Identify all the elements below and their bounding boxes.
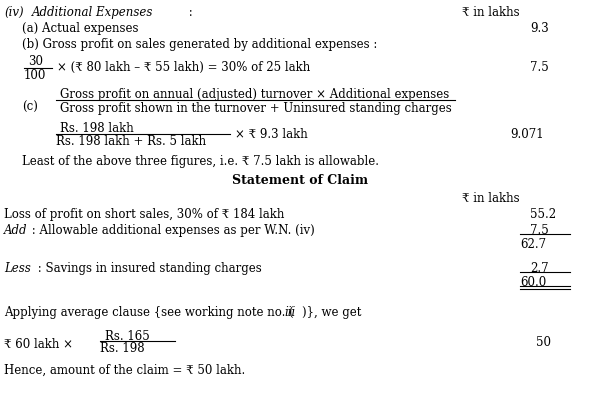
Text: Gross profit on annual (adjusted) turnover × Additional expenses: Gross profit on annual (adjusted) turnov… (60, 88, 450, 101)
Text: 100: 100 (24, 69, 46, 82)
Text: 55.2: 55.2 (530, 208, 556, 221)
Text: : Allowable additional expenses as per W.N. (iv): : Allowable additional expenses as per W… (28, 224, 315, 237)
Text: Hence, amount of the claim = ₹ 50 lakh.: Hence, amount of the claim = ₹ 50 lakh. (4, 364, 245, 377)
Text: (c): (c) (22, 101, 38, 114)
Text: 62.7: 62.7 (520, 238, 546, 251)
Text: 50: 50 (536, 336, 551, 349)
Text: iii: iii (284, 306, 295, 319)
Text: 2.7: 2.7 (530, 262, 549, 275)
Text: (a) Actual expenses: (a) Actual expenses (22, 22, 138, 35)
Text: × (₹ 80 lakh – ₹ 55 lakh) = 30% of 25 lakh: × (₹ 80 lakh – ₹ 55 lakh) = 30% of 25 la… (57, 61, 310, 74)
Text: ₹ 60 lakh ×: ₹ 60 lakh × (4, 338, 73, 351)
Text: 30: 30 (28, 55, 43, 68)
Text: Additional Expenses: Additional Expenses (32, 6, 153, 19)
Text: Loss of profit on short sales, 30% of ₹ 184 lakh: Loss of profit on short sales, 30% of ₹ … (4, 208, 284, 221)
Text: 9.071: 9.071 (510, 128, 544, 141)
Text: Rs. 198: Rs. 198 (100, 342, 145, 355)
Text: Statement of Claim: Statement of Claim (232, 174, 368, 187)
Text: ₹ in lakhs: ₹ in lakhs (462, 192, 520, 205)
Text: )}, we get: )}, we get (302, 306, 361, 319)
Text: Less: Less (4, 262, 31, 275)
Text: (b) Gross profit on sales generated by additional expenses :: (b) Gross profit on sales generated by a… (22, 38, 377, 51)
Text: 7.5: 7.5 (530, 224, 549, 237)
Text: ₹ in lakhs: ₹ in lakhs (462, 6, 520, 19)
Text: × ₹ 9.3 lakh: × ₹ 9.3 lakh (235, 128, 308, 141)
Text: : Savings in insured standing charges: : Savings in insured standing charges (34, 262, 262, 275)
Text: 9.3: 9.3 (530, 22, 549, 35)
Text: 7.5: 7.5 (530, 61, 549, 74)
Text: Least of the above three figures, i.e. ₹ 7.5 lakh is allowable.: Least of the above three figures, i.e. ₹… (22, 155, 379, 168)
Text: Rs. 198 lakh: Rs. 198 lakh (60, 122, 134, 135)
Text: Rs. 165: Rs. 165 (105, 330, 150, 343)
Text: Gross profit shown in the turnover + Uninsured standing charges: Gross profit shown in the turnover + Uni… (60, 102, 452, 115)
Text: (iv): (iv) (4, 6, 23, 19)
Text: Applying average clause {see working note no. (: Applying average clause {see working not… (4, 306, 294, 319)
Text: :: : (185, 6, 193, 19)
Text: 60.0: 60.0 (520, 276, 546, 289)
Text: Rs. 198 lakh + Rs. 5 lakh: Rs. 198 lakh + Rs. 5 lakh (56, 135, 206, 148)
Text: Add: Add (4, 224, 28, 237)
